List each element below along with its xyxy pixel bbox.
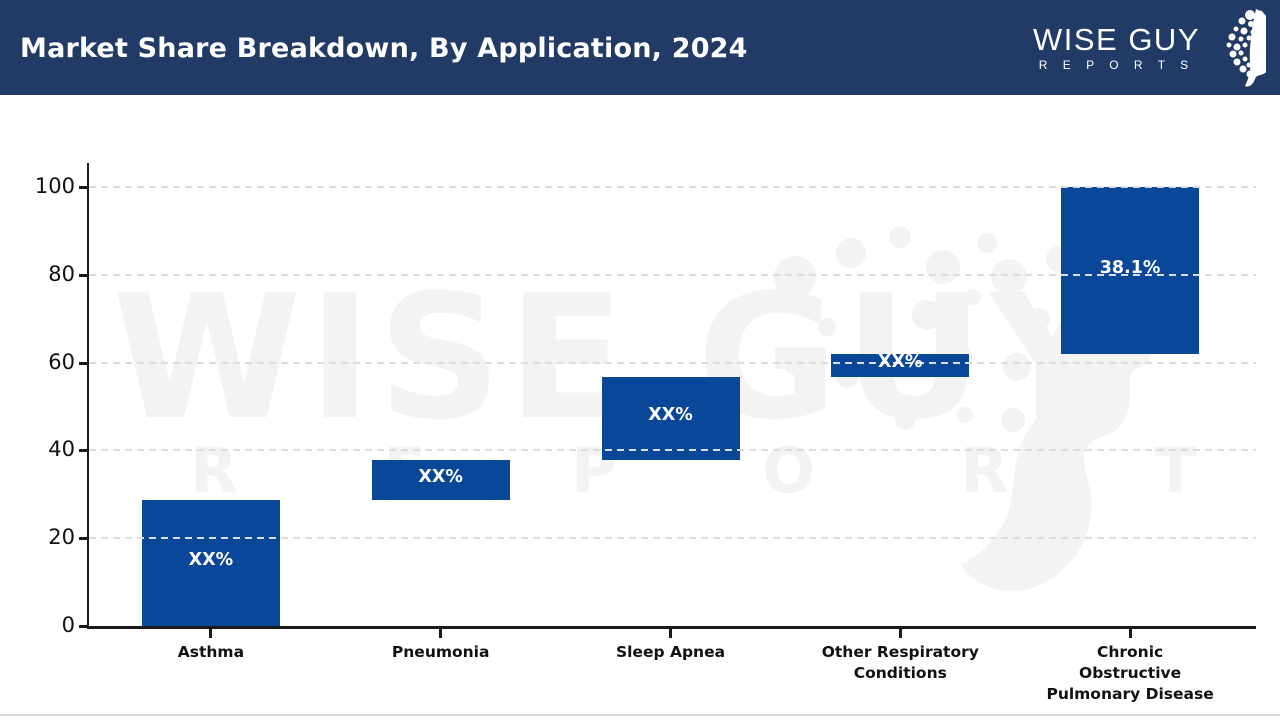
- bar: [371, 459, 510, 501]
- y-tick-mark: [79, 186, 89, 189]
- bar-value-label: XX%: [648, 405, 693, 426]
- header-bar: Market Share Breakdown, By Application, …: [0, 0, 1280, 95]
- brand-head-icon: [1226, 9, 1266, 87]
- x-category-label-line: Sleep Apnea: [615, 643, 726, 661]
- x-category-label-line: Obstructive: [1079, 664, 1182, 682]
- bar-value-label: 38.1%: [1099, 257, 1161, 278]
- x-category-label: Sleep Apnea: [551, 642, 791, 663]
- x-category-label: Pneumonia: [321, 642, 561, 663]
- x-tick-mark: [669, 629, 672, 638]
- x-category-label-line: Chronic: [1096, 643, 1164, 661]
- brand-logo-name: WISE GUY: [1032, 21, 1200, 57]
- y-axis-spine: [87, 163, 89, 629]
- bar: [601, 376, 740, 460]
- y-gridline: [89, 537, 1256, 540]
- x-category-label: Chronic Obstructive Pulmonary Disease: [1010, 642, 1250, 705]
- y-tick-label: 40: [48, 437, 75, 462]
- y-tick-label: 60: [48, 349, 75, 374]
- bottom-divider: [0, 714, 1280, 716]
- chart-plot-area: 0 20 40 60 80 100 XX% Asthma XX% Pneumonia XX% Slee…: [0, 95, 1280, 720]
- y-tick-mark: [79, 273, 89, 277]
- y-tick-mark: [79, 361, 89, 365]
- brand-logo: WISE GUY R E P O R T S: [1033, 8, 1266, 88]
- bar-value-label: XX%: [188, 550, 234, 571]
- y-gridline: [89, 273, 1256, 276]
- x-tick-mark: [1128, 629, 1132, 638]
- y-tick-label: 80: [48, 261, 75, 286]
- x-category-label: Other Respiratory Conditions: [780, 642, 1020, 684]
- brand-logo-subtitle: R E P O R T S: [1038, 58, 1195, 73]
- y-tick-label: 100: [34, 174, 75, 198]
- x-category-label-line: Other Respiratory: [821, 643, 979, 661]
- x-category-label-line: Pneumonia: [391, 643, 490, 661]
- x-category-label-line: Conditions: [853, 664, 947, 682]
- bar: [1061, 187, 1200, 355]
- y-tick-mark: [79, 449, 89, 453]
- bar-value-label: XX%: [878, 352, 923, 373]
- x-category-label-line: Asthma: [177, 643, 245, 661]
- chart-title: Market Share Breakdown, By Application, …: [20, 33, 748, 64]
- x-tick-mark: [898, 629, 902, 638]
- y-gridline: [89, 449, 1256, 452]
- bar-value-label: XX%: [418, 467, 463, 488]
- x-tick-mark: [209, 629, 213, 638]
- y-tick-label: 0: [61, 613, 75, 637]
- x-category-label-line: Pulmonary Disease: [1046, 685, 1214, 703]
- bar: [141, 500, 280, 626]
- bar: [831, 354, 970, 377]
- y-tick-mark: [79, 537, 89, 541]
- x-tick-mark: [439, 629, 443, 638]
- y-tick-label: 20: [48, 525, 75, 550]
- y-tick-mark: [79, 625, 89, 628]
- y-gridline: [89, 361, 1256, 364]
- x-axis-spine: [87, 626, 1256, 629]
- x-category-label: Asthma: [91, 642, 331, 663]
- y-gridline: [89, 186, 1256, 188]
